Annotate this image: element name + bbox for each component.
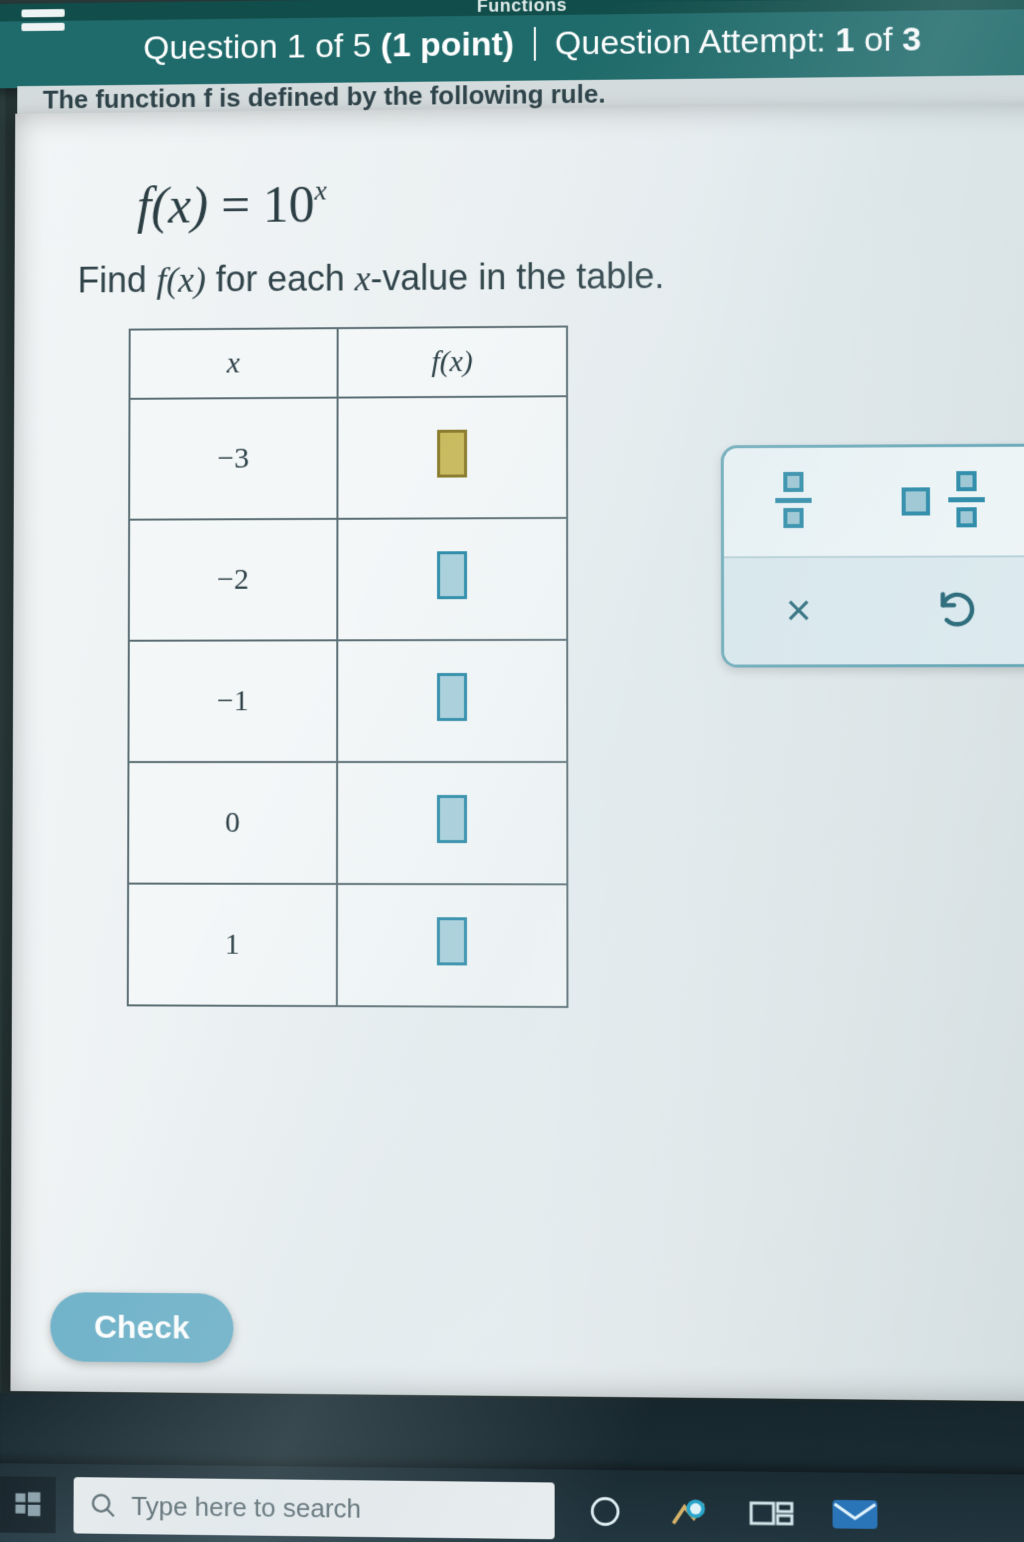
- undo-tool-icon[interactable]: [935, 586, 980, 635]
- search-placeholder: Type here to search: [131, 1490, 361, 1524]
- attempt-of: of: [854, 21, 902, 59]
- eqn-base: 10: [263, 177, 315, 234]
- fraction-tool-icon[interactable]: [763, 472, 824, 532]
- start-button[interactable]: [0, 1476, 56, 1533]
- header-separator: [533, 27, 535, 61]
- values-table: x f(x) −3 −2 −1 0 1: [127, 326, 569, 1008]
- function-definition: f(x) = 10x: [137, 169, 1024, 236]
- table-row: 0: [128, 762, 567, 884]
- answer-input[interactable]: [437, 551, 467, 599]
- eqn-exp: x: [314, 176, 326, 207]
- desktop-background-strip: [0, 1393, 1024, 1475]
- x-value: 0: [128, 762, 337, 884]
- section-title-partial: Functions: [0, 0, 1024, 22]
- windows-taskbar: Type here to search: [0, 1463, 1024, 1542]
- answer-input[interactable]: [437, 917, 467, 965]
- instruction-text: Find f(x) for each x-value in the table.: [78, 252, 1024, 301]
- q-num: 1: [287, 28, 306, 66]
- col-header-fx: f(x): [338, 327, 567, 398]
- taskbar-app-icon[interactable]: [656, 1484, 721, 1542]
- taskbar-search[interactable]: Type here to search: [73, 1477, 554, 1539]
- x-value: −2: [129, 519, 338, 641]
- attempt-num: 1: [835, 21, 854, 59]
- mixed-number-tool-icon[interactable]: [901, 471, 1003, 532]
- instr-pre: Find: [78, 259, 157, 300]
- task-view-icon[interactable]: [739, 1485, 804, 1542]
- menu-icon[interactable]: [21, 0, 64, 31]
- answer-input[interactable]: [437, 430, 467, 478]
- q-of: of: [306, 27, 353, 65]
- cortana-icon[interactable]: [573, 1483, 638, 1541]
- clear-tool-icon[interactable]: ×: [786, 586, 812, 636]
- answer-input[interactable]: [437, 795, 467, 843]
- table-row: −1: [128, 640, 567, 762]
- x-value: −1: [128, 640, 337, 762]
- col-header-x: x: [129, 328, 337, 399]
- table-row: −3: [129, 396, 567, 519]
- instr-post: -value in the table.: [371, 255, 665, 298]
- q-total: 5: [353, 27, 372, 65]
- mail-app-icon[interactable]: [822, 1486, 887, 1542]
- instr-xv: x: [355, 258, 371, 298]
- q-points: (1 point): [381, 25, 514, 64]
- attempt-label: Question Attempt:: [555, 22, 836, 63]
- math-tool-palette: ×: [721, 444, 1024, 668]
- search-icon: [89, 1491, 117, 1520]
- table-row: −2: [129, 518, 567, 641]
- question-header: Functions Question 1 of 5 (1 point) Ques…: [0, 0, 1024, 88]
- question-card: f(x) = 10x Find f(x) for each x-value in…: [10, 103, 1024, 1402]
- check-button[interactable]: Check: [50, 1292, 233, 1363]
- q-prefix: Question: [143, 28, 287, 67]
- x-value: 1: [128, 884, 337, 1007]
- table-row: 1: [128, 884, 568, 1007]
- question-progress: Question 1 of 5 (1 point) Question Attem…: [143, 20, 921, 68]
- answer-input[interactable]: [437, 673, 467, 721]
- instr-mid: for each: [206, 258, 355, 300]
- attempt-total: 3: [902, 20, 921, 58]
- instr-fx: f(x): [156, 260, 205, 300]
- eqn-eq: =: [208, 177, 263, 234]
- x-value: −3: [129, 398, 337, 520]
- eqn-lhs: f(x): [137, 178, 208, 235]
